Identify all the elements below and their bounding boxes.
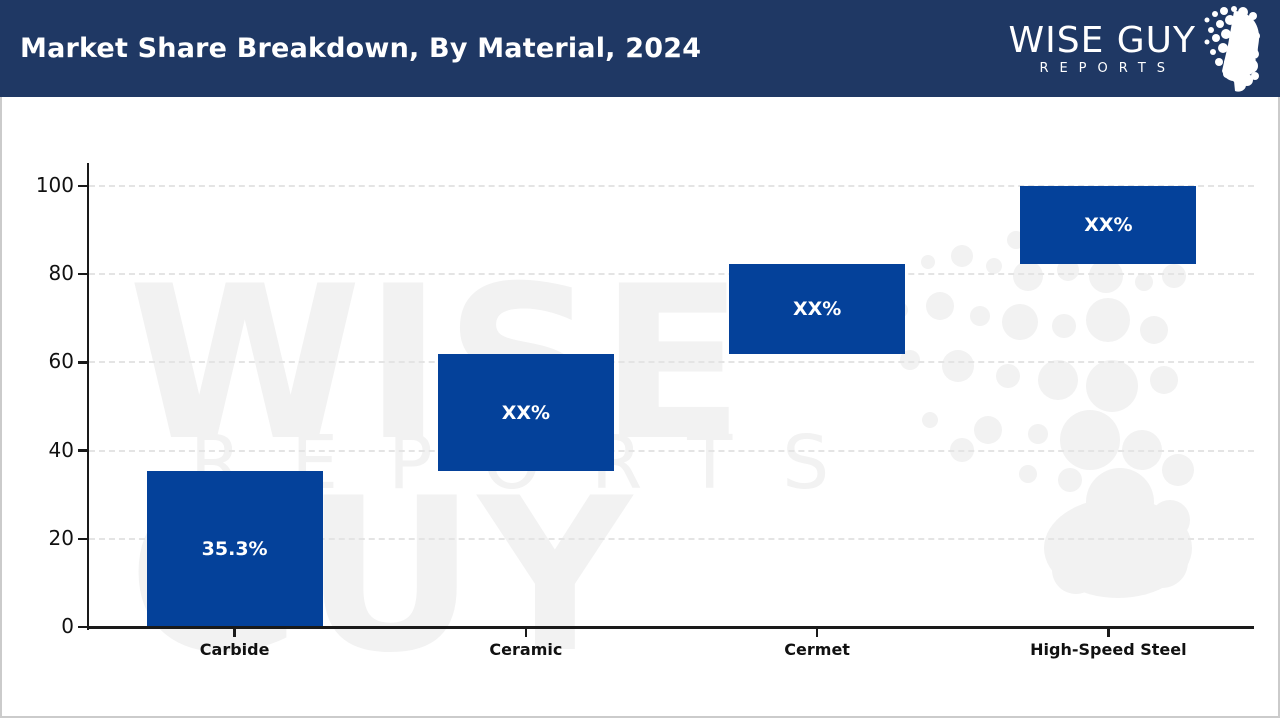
brand-logo: WISE GUY REPORTS (1009, 5, 1263, 93)
header: Market Share Breakdown, By Material, 202… (0, 0, 1280, 97)
logo-wordmark: WISE GUY (1008, 19, 1196, 61)
logo-subtext: REPORTS (1039, 60, 1177, 76)
watermark-subtext: REPORTS (190, 420, 880, 506)
logo-face-icon (1204, 5, 1260, 92)
logo-text: WISE GUY REPORTS (1008, 19, 1197, 76)
page-title: Market Share Breakdown, By Material, 202… (20, 33, 702, 64)
watermark-face-icon (892, 221, 1194, 598)
